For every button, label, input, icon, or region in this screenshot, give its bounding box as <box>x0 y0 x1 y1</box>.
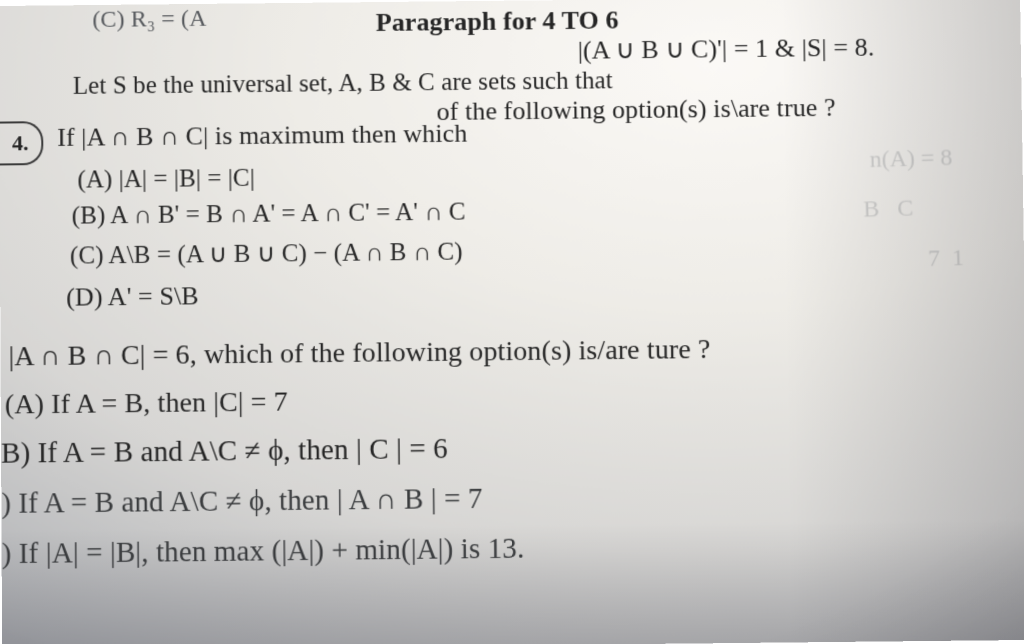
q4-stem-tail: of the following option(s) is\are true ? <box>436 93 835 127</box>
q5-option-a: (A) If A = B, then |C| = 7 <box>5 386 288 421</box>
setup-condition: |(A ∪ B ∪ C)'| = 1 & |S| = 8. <box>578 33 875 66</box>
ghost-text: B C <box>863 195 914 223</box>
q4-option-b: (B) A ∩ B' = B ∩ A' = A ∩ C' = A' ∩ C <box>72 199 466 231</box>
question-number-box: 4. <box>0 121 43 165</box>
q4-stem-head: If |A ∩ B ∩ C| is maximum then which <box>57 119 467 153</box>
q4-option-d: (D) A' = S\B <box>66 281 199 312</box>
q5-option-b: B) If A = B and A\C ≠ ϕ, then | C | = 6 <box>1 433 448 471</box>
q5-stem: |A ∩ B ∩ C| = 6, which of the following … <box>8 334 710 373</box>
paragraph-heading: Paragraph for 4 TO 6 <box>376 6 619 38</box>
q5-option-d: ) If |A| = |B|, then max (|A|) + min(|A|… <box>2 533 525 572</box>
prev-option-fragment: (C) R₃ = (A <box>92 6 206 34</box>
ghost-text: 7 1 <box>928 245 965 273</box>
q4-option-c: (C) A\B = (A ∪ B ∪ C) − (A ∩ B ∩ C) <box>70 237 463 271</box>
q4-option-a: (A) |A| = |B| = |C| <box>77 165 255 195</box>
scanned-page: (C) R₃ = (A Paragraph for 4 TO 6 |(A ∪ B… <box>0 0 1024 644</box>
ghost-text: n(A) = 8 <box>869 145 953 174</box>
q5-option-c: ) If A = B and A\C ≠ ϕ, then | A ∩ B | =… <box>1 483 482 521</box>
